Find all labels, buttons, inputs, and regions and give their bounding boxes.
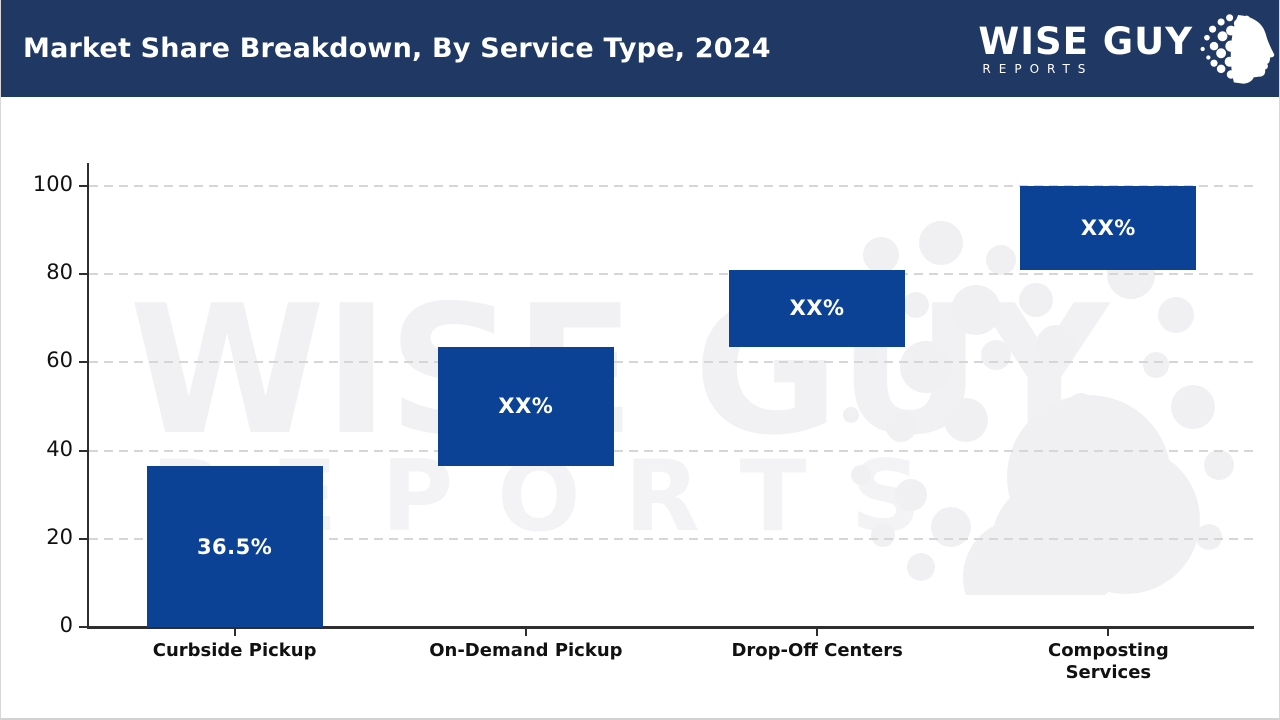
bar-value-label: 36.5% bbox=[196, 534, 273, 559]
x-category-label: Drop-Off Centers bbox=[731, 640, 903, 661]
gridline bbox=[89, 537, 1259, 540]
brand-wordmark: WISE GUY bbox=[978, 19, 1193, 63]
x-axis-tick bbox=[233, 628, 236, 636]
y-axis-tick bbox=[79, 185, 88, 187]
y-axis-tick bbox=[79, 273, 88, 276]
y-axis-tick bbox=[79, 361, 88, 364]
x-axis-tick bbox=[816, 628, 819, 636]
brand-face-icon bbox=[1200, 13, 1275, 84]
brand-subtitle: REPORTS bbox=[982, 61, 1094, 76]
y-tick-label: 0 bbox=[59, 613, 73, 637]
y-tick-label: 60 bbox=[46, 348, 73, 373]
brand-logo-text: WISE GUY REPORTS bbox=[978, 23, 1193, 75]
gridline bbox=[89, 273, 1259, 276]
bar-value-label: XX% bbox=[498, 394, 554, 419]
x-axis-tick bbox=[1107, 628, 1110, 636]
watermark-dots-face bbox=[843, 221, 1234, 595]
brand-logo: WISE GUY REPORTS bbox=[978, 4, 1275, 93]
y-tick-label: 40 bbox=[46, 436, 73, 461]
y-tick-label: 100 bbox=[32, 172, 73, 196]
y-axis-tick bbox=[79, 626, 88, 628]
x-axis-tick bbox=[524, 628, 527, 636]
bar-segment: 36.5% bbox=[146, 466, 323, 627]
x-category-label: Composting Services bbox=[1047, 640, 1169, 683]
y-tick-label: 20 bbox=[46, 524, 73, 549]
bar-value-label: XX% bbox=[1080, 215, 1136, 240]
y-axis-line bbox=[87, 163, 89, 629]
y-axis-tick bbox=[79, 449, 88, 452]
y-axis-tick bbox=[79, 537, 88, 540]
x-category-label: Curbside Pickup bbox=[152, 640, 317, 661]
bar-segment: XX% bbox=[729, 269, 906, 347]
gridline bbox=[89, 185, 1259, 187]
bar-value-label: XX% bbox=[789, 296, 845, 321]
header-bar: Market Share Breakdown, By Service Type,… bbox=[1, 0, 1279, 97]
gridline bbox=[89, 361, 1259, 364]
y-tick-label: 80 bbox=[46, 260, 73, 285]
x-axis-line bbox=[87, 626, 1254, 629]
page-title: Market Share Breakdown, By Service Type,… bbox=[23, 33, 771, 64]
bar-segment: XX% bbox=[437, 346, 614, 467]
x-category-label: On-Demand Pickup bbox=[429, 640, 623, 661]
bar-segment: XX% bbox=[1020, 186, 1197, 270]
gridline bbox=[89, 449, 1259, 452]
